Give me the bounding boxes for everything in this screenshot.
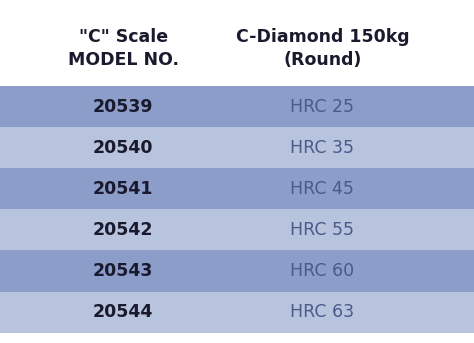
Text: HRC 25: HRC 25	[290, 98, 355, 116]
Text: HRC 60: HRC 60	[290, 262, 355, 280]
Text: 20542: 20542	[93, 221, 154, 239]
Text: 20543: 20543	[93, 262, 154, 280]
Bar	[0, 168, 474, 209]
Text: 20544: 20544	[93, 303, 154, 321]
Text: 20540: 20540	[93, 139, 154, 157]
Text: "C" Scale
MODEL NO.: "C" Scale MODEL NO.	[68, 28, 179, 69]
Bar	[0, 127, 474, 168]
Bar	[0, 86, 474, 127]
Bar	[0, 209, 474, 250]
Text: HRC 45: HRC 45	[291, 180, 354, 198]
Bar	[0, 292, 474, 333]
Text: HRC 55: HRC 55	[290, 221, 355, 239]
Text: 20539: 20539	[93, 98, 154, 116]
Text: C-Diamond 150kg
(Round): C-Diamond 150kg (Round)	[236, 28, 409, 69]
Text: HRC 63: HRC 63	[290, 303, 355, 321]
Text: 20541: 20541	[93, 180, 154, 198]
Text: HRC 35: HRC 35	[290, 139, 355, 157]
Bar	[0, 250, 474, 292]
